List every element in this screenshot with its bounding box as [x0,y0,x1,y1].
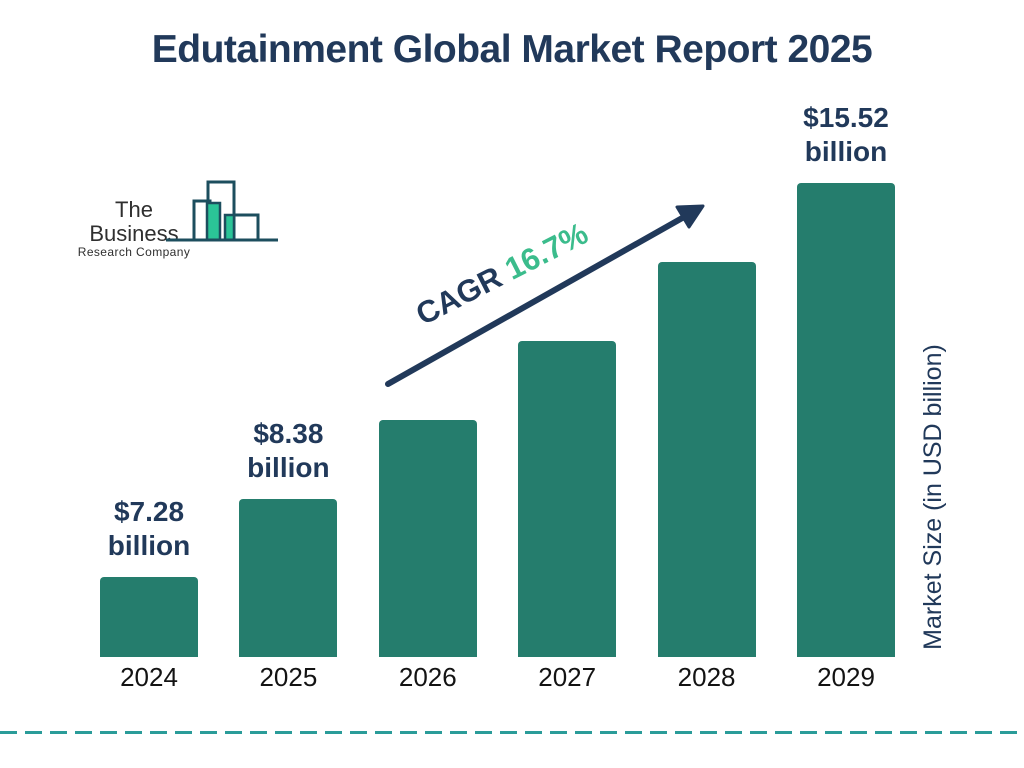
logo-bar-chart-icon [166,180,278,242]
year-label-2024: 2024 [120,662,178,692]
bar-2028 [657,262,756,657]
bar-2024 [100,577,198,657]
logo-name: The Business [89,197,179,246]
value-label-2025: $8.38 billion [247,418,330,483]
chart-title: Edutainment Global Market Report 2025 [151,28,873,71]
bar-2029 [797,183,895,657]
company-logo: The Business Research Company [73,179,285,259]
year-label-2026: 2026 [398,662,457,692]
y-axis-label: Market Size (in USD billion) [919,344,947,650]
bar-2026 [378,420,477,657]
value-label-2029: $15.52 billion [803,102,889,167]
year-label-2025: 2025 [259,662,318,692]
logo-text: The Business Research Company [73,198,195,259]
bar-2025 [239,499,338,657]
year-label-2028: 2028 [677,662,736,692]
logo-subname: Research Company [77,245,191,259]
bar-2027 [518,341,617,657]
year-label-2027: 2027 [538,662,597,692]
value-label-2024: $7.28 billion [107,496,191,561]
year-label-2029: 2029 [817,662,875,692]
bottom-dashed-divider [0,731,1024,734]
